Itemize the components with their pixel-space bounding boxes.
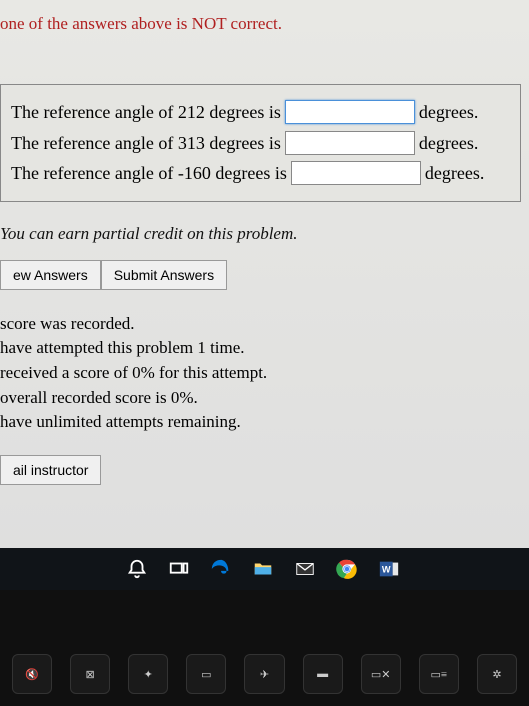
taskbar: W [0,548,529,590]
problem-row: The reference angle of 212 degrees is de… [11,97,510,128]
fn-key: ▭✕ [361,654,401,694]
file-explorer-icon[interactable] [246,552,280,586]
unit-label: degrees. [419,128,478,159]
mail-icon[interactable] [288,552,322,586]
problem-prompt: The reference angle of -160 degrees is [11,158,287,189]
fn-key: ✲ [477,654,517,694]
problem-row: The reference angle of 313 degrees is de… [11,128,510,159]
notification-icon[interactable] [120,552,154,586]
unit-label: degrees. [425,158,484,189]
status-line: received a score of 0% for this attempt. [0,361,529,386]
word-icon[interactable]: W [372,552,406,586]
problem-row: The reference angle of -160 degrees is d… [11,158,510,189]
chrome-icon[interactable] [330,552,364,586]
svg-text:W: W [382,565,391,575]
fn-key: 🔇 [12,654,52,694]
button-row: ew Answers Submit Answers [0,260,529,290]
answer-input-3[interactable] [291,161,421,185]
fn-key: ✦ [128,654,168,694]
status-block: score was recorded. have attempted this … [0,312,529,435]
email-row: ail instructor [0,455,529,485]
page-content: one of the answers above is NOT correct.… [0,0,529,485]
fn-key: ▭≡ [419,654,459,694]
unit-label: degrees. [419,97,478,128]
status-line: score was recorded. [0,312,529,337]
status-line: have attempted this problem 1 time. [0,336,529,361]
taskview-icon[interactable] [162,552,196,586]
fn-key: ▬ [303,654,343,694]
credit-note: You can earn partial credit on this prob… [0,224,529,244]
status-line: have unlimited attempts remaining. [0,410,529,435]
problem-prompt: The reference angle of 212 degrees is [11,97,281,128]
answer-input-1[interactable] [285,100,415,124]
answer-input-2[interactable] [285,131,415,155]
email-instructor-button[interactable]: ail instructor [0,455,101,485]
screen-area: one of the answers above is NOT correct.… [0,0,529,590]
fn-key: ✈ [244,654,284,694]
fn-key: ⊠ [70,654,110,694]
error-message: one of the answers above is NOT correct. [0,0,529,34]
problem-box: The reference angle of 212 degrees is de… [0,84,521,202]
problem-prompt: The reference angle of 313 degrees is [11,128,281,159]
submit-answers-button[interactable]: Submit Answers [101,260,227,290]
edge-icon[interactable] [204,552,238,586]
preview-answers-button[interactable]: ew Answers [0,260,101,290]
keyboard-fn-row: 🔇 ⊠ ✦ ▭ ✈ ▬ ▭✕ ▭≡ ✲ [0,650,529,698]
fn-key: ▭ [186,654,226,694]
status-line: overall recorded score is 0%. [0,386,529,411]
